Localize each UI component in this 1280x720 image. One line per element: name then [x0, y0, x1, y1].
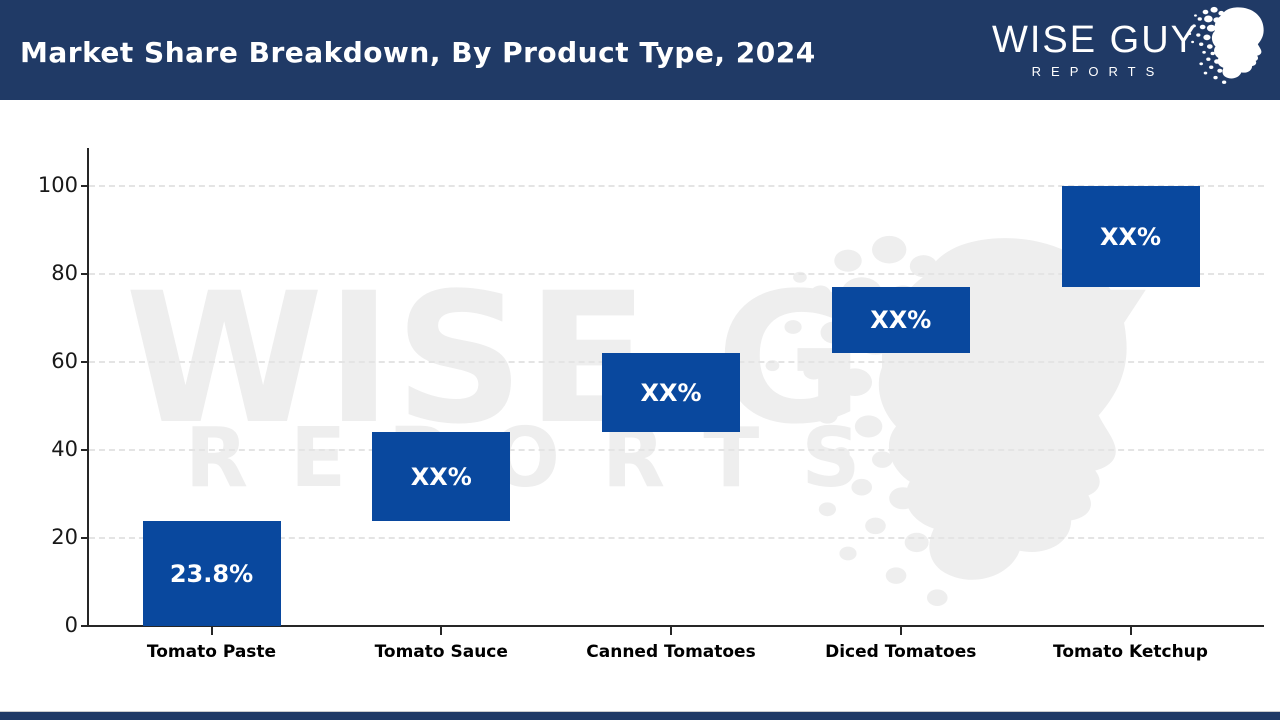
waterfall-chart: WISE GUY REPORTS 02040608010023.8%Tomato…	[0, 100, 1280, 711]
bar-segment: XX%	[602, 353, 740, 433]
brand-subtitle: REPORTS	[1031, 64, 1165, 79]
x-tickmark	[210, 627, 213, 635]
head-profile-icon	[1188, 6, 1264, 84]
y-tickmark-80	[81, 273, 89, 275]
bar-value-label: XX%	[870, 306, 932, 335]
y-tickmark-100	[81, 185, 89, 187]
y-tickmark-20	[81, 537, 89, 539]
bar-segment: XX%	[372, 432, 511, 522]
y-tickmark-60	[81, 361, 89, 363]
y-tick-label-0: 0	[64, 613, 78, 637]
header-band: Market Share Breakdown, By Product Type,…	[0, 0, 1280, 100]
x-axis-line	[87, 625, 1264, 627]
bar-segment: XX%	[1061, 186, 1200, 288]
x-category-label: Tomato Paste	[146, 642, 277, 662]
x-category-label: Canned Tomatoes	[586, 642, 756, 662]
y-tickmark-40	[81, 449, 89, 451]
x-tickmark	[670, 627, 672, 635]
x-category-label: Tomato Sauce	[374, 642, 508, 662]
brand-name: WISE GUY	[991, 19, 1198, 61]
x-category-label: Tomato Ketchup	[1053, 642, 1208, 662]
y-tickmark-0	[81, 625, 89, 627]
y-axis-line	[87, 148, 89, 626]
bar-value-label: XX%	[1099, 222, 1162, 251]
y-tick-label-20: 20	[51, 525, 78, 549]
brand-logo: WISE GUY REPORTS	[992, 4, 1270, 96]
y-tick-label-100: 100	[37, 173, 78, 197]
watermark-text-2: REPORTS	[185, 411, 903, 506]
x-category-label: Diced Tomatoes	[825, 642, 977, 662]
gridline-80	[89, 273, 1264, 275]
bar-segment: XX%	[831, 287, 970, 354]
footer-band	[0, 712, 1280, 720]
x-tickmark	[440, 627, 443, 635]
brand-logo-text: WISE GUY REPORTS	[992, 21, 1198, 79]
x-tickmark	[1129, 627, 1132, 635]
gridline-20	[89, 537, 1264, 539]
footer-divider	[0, 711, 1280, 712]
y-tick-label-80: 80	[51, 261, 78, 285]
bar-value-label: XX%	[640, 378, 702, 407]
y-tick-label-60: 60	[51, 349, 78, 373]
bar-value-label: XX%	[410, 462, 472, 491]
bar-value-label: 23.8%	[169, 559, 254, 588]
gridline-40	[89, 449, 1264, 451]
page-title: Market Share Breakdown, By Product Type,…	[20, 36, 816, 69]
bar-segment: 23.8%	[142, 521, 281, 626]
x-tickmark	[899, 627, 902, 635]
gridline-100	[89, 185, 1264, 187]
y-tick-label-40: 40	[51, 437, 78, 461]
